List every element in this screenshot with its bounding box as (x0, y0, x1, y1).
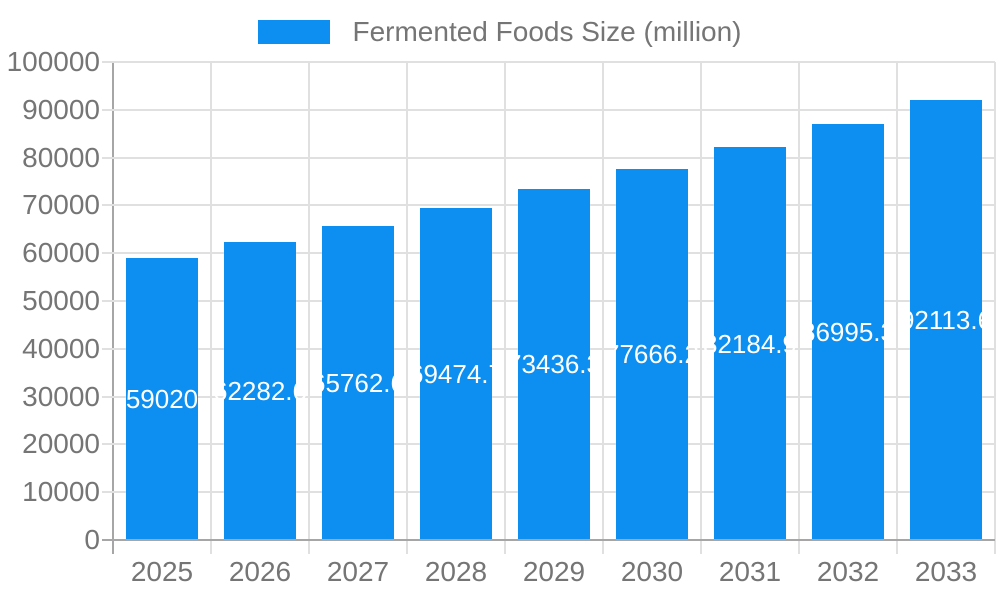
legend-label: Fermented Foods Size (million) (352, 16, 742, 47)
x-tick-label: 2031 (718, 556, 782, 587)
y-tick-mark (102, 108, 113, 111)
y-tick-mark (102, 204, 113, 207)
y-tick-label: 60000 (22, 237, 100, 269)
bar[interactable] (518, 188, 590, 540)
y-tick-label: 20000 (22, 428, 100, 460)
x-tick-label: 2027 (326, 556, 390, 587)
x-tick-label: 2032 (816, 556, 880, 587)
gridline-vertical (994, 62, 996, 554)
gridline-horizontal (113, 61, 995, 63)
gridline-vertical (896, 62, 898, 554)
y-tick-mark (102, 156, 113, 159)
bar-label: 65762.6 (311, 367, 405, 398)
x-axis-baseline (102, 539, 995, 541)
gridline-horizontal (113, 108, 995, 111)
y-tick-label: 10000 (22, 476, 100, 508)
bar[interactable] (812, 124, 884, 540)
bar[interactable] (224, 242, 296, 540)
gridline-vertical (308, 62, 310, 554)
y-tick-label: 70000 (22, 189, 100, 221)
gridline-vertical (406, 62, 408, 554)
y-tick-label: 40000 (22, 332, 100, 364)
gridline-horizontal (113, 156, 995, 159)
y-tick-label: 90000 (22, 93, 100, 125)
y-tick-mark (102, 347, 113, 350)
bar-label: 73436.3 (507, 349, 601, 380)
y-axis-line (112, 62, 114, 554)
bar-label: 92113.6 (899, 304, 993, 335)
y-tick-mark (102, 491, 113, 494)
gridline-vertical (700, 62, 702, 554)
bar[interactable] (910, 99, 982, 540)
gridline-vertical (798, 62, 800, 554)
bar-label: 69474.7 (409, 358, 503, 389)
bar-label: 77666.2 (605, 339, 699, 370)
y-tick-label: 30000 (22, 380, 100, 412)
bar-label: 59020 (125, 383, 199, 414)
x-tick-label: 2030 (620, 556, 684, 587)
bar[interactable] (322, 225, 394, 540)
y-tick-mark (102, 252, 113, 255)
gridline-vertical (210, 62, 212, 554)
bar[interactable] (126, 257, 198, 540)
x-tick-label: 2033 (914, 556, 978, 587)
x-tick-label: 2025 (130, 556, 194, 587)
y-tick-label: 50000 (22, 285, 100, 316)
y-tick-mark (102, 443, 113, 446)
bar[interactable] (714, 147, 786, 540)
bar[interactable] (616, 168, 688, 540)
bar-label: 82184.9 (703, 328, 797, 359)
y-tick-label: 100000 (6, 46, 100, 77)
bar-label: 86995.3 (801, 317, 895, 348)
y-tick-mark (102, 395, 113, 398)
y-tick-mark (102, 300, 113, 302)
x-tick-label: 2028 (424, 556, 488, 587)
bar[interactable] (420, 207, 492, 540)
gridline-vertical (504, 62, 506, 554)
y-tick-label: 80000 (22, 141, 100, 173)
x-tick-label: 2026 (228, 556, 292, 587)
legend: Fermented Foods Size (million) (0, 17, 1000, 47)
x-tick-label: 2029 (522, 556, 586, 587)
y-tick-label: 0 (84, 524, 100, 555)
y-tick-mark (102, 61, 113, 63)
gridline-vertical (602, 62, 604, 554)
legend-swatch-icon (258, 20, 331, 44)
bar-label: 62282.6 (213, 376, 307, 407)
